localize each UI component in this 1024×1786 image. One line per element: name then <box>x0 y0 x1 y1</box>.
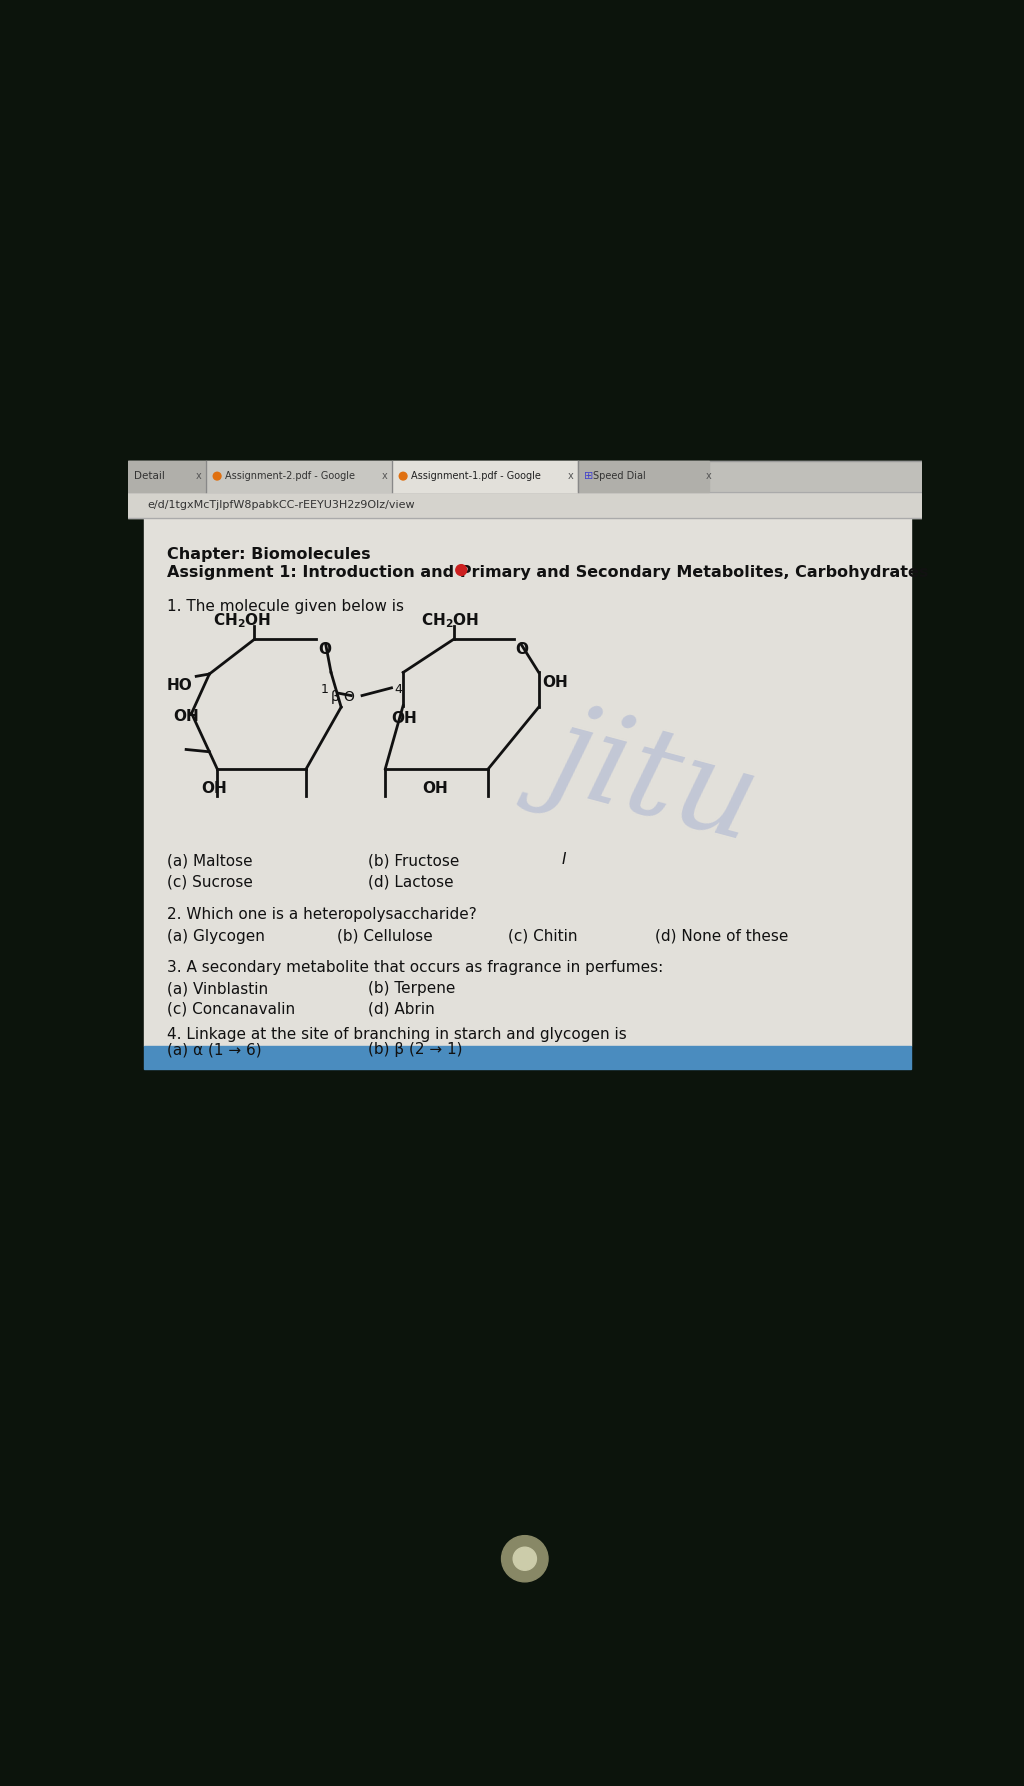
Text: e/d/1tgxMcTjlpfW8pabkCC-rEEYU3H2z9Olz/view: e/d/1tgxMcTjlpfW8pabkCC-rEEYU3H2z9Olz/vi… <box>147 500 415 511</box>
Text: OH: OH <box>543 675 568 689</box>
Text: 4. Linkage at the site of branching in starch and glycogen is: 4. Linkage at the site of branching in s… <box>167 1027 627 1041</box>
Text: (a) Vinblastin: (a) Vinblastin <box>167 981 268 997</box>
Bar <box>578 461 710 491</box>
Text: (c) Chitin: (c) Chitin <box>508 929 578 943</box>
Bar <box>128 461 922 491</box>
Text: (d) Abrin: (d) Abrin <box>369 1002 435 1016</box>
Text: 1: 1 <box>321 682 328 697</box>
Circle shape <box>213 472 221 480</box>
Text: O: O <box>515 641 528 657</box>
Text: $\mathregular{CH_2OH}$: $\mathregular{CH_2OH}$ <box>421 611 479 630</box>
Text: jitu: jitu <box>538 691 772 863</box>
Circle shape <box>456 564 467 575</box>
Circle shape <box>513 1547 537 1570</box>
Text: OH: OH <box>423 780 449 797</box>
Text: Assignment 1: Introduction and Primary and Secondary Metabolites, Carbohydrates: Assignment 1: Introduction and Primary a… <box>167 566 928 580</box>
Text: (d) None of these: (d) None of these <box>655 929 788 943</box>
Text: (a) Maltose: (a) Maltose <box>167 854 252 868</box>
Text: $\mathregular{CH_2OH}$: $\mathregular{CH_2OH}$ <box>213 611 271 630</box>
Text: x: x <box>706 472 711 480</box>
Text: (a) α (1 → 6): (a) α (1 → 6) <box>167 1041 261 1057</box>
Text: Detail: Detail <box>134 472 165 480</box>
Bar <box>128 1070 922 1590</box>
Text: (b) Terpene: (b) Terpene <box>369 981 456 997</box>
Text: Assignment-1.pdf - Google: Assignment-1.pdf - Google <box>411 472 541 480</box>
Bar <box>128 491 922 518</box>
Text: OH: OH <box>173 709 199 725</box>
Circle shape <box>399 472 407 480</box>
Bar <box>143 1047 910 1070</box>
Text: Chapter: Biomolecules: Chapter: Biomolecules <box>167 547 371 563</box>
Text: β: β <box>331 689 340 704</box>
Bar <box>206 461 391 491</box>
Text: Assignment-2.pdf - Google: Assignment-2.pdf - Google <box>225 472 355 480</box>
Text: ⊞: ⊞ <box>584 472 593 480</box>
Text: O: O <box>343 689 354 704</box>
Text: (c) Concanavalin: (c) Concanavalin <box>167 1002 295 1016</box>
Bar <box>128 214 922 461</box>
Text: (b) Fructose: (b) Fructose <box>369 854 460 868</box>
Text: x: x <box>196 472 201 480</box>
Text: 2. Which one is a heteropolysaccharide?: 2. Which one is a heteropolysaccharide? <box>167 907 476 922</box>
Text: OH: OH <box>391 711 417 725</box>
Text: (b) Cellulose: (b) Cellulose <box>337 929 433 943</box>
Text: x: x <box>568 472 573 480</box>
Text: (b) β (2 → 1): (b) β (2 → 1) <box>369 1041 463 1057</box>
Bar <box>128 461 206 491</box>
Text: 4: 4 <box>394 682 402 697</box>
Text: 3. A secondary metabolite that occurs as fragrance in perfumes:: 3. A secondary metabolite that occurs as… <box>167 959 663 975</box>
Bar <box>143 518 910 1047</box>
Text: x: x <box>382 472 388 480</box>
Text: Speed Dial: Speed Dial <box>593 472 646 480</box>
Text: 1. The molecule given below is: 1. The molecule given below is <box>167 600 403 614</box>
Bar <box>391 461 578 491</box>
Text: HO: HO <box>167 679 193 693</box>
Text: O: O <box>317 641 331 657</box>
Text: I: I <box>562 852 566 866</box>
Text: (d) Lactose: (d) Lactose <box>369 875 454 889</box>
Circle shape <box>502 1536 548 1582</box>
Text: (c) Sucrose: (c) Sucrose <box>167 875 253 889</box>
Text: (a) Glycogen: (a) Glycogen <box>167 929 264 943</box>
Text: OH: OH <box>202 780 227 797</box>
